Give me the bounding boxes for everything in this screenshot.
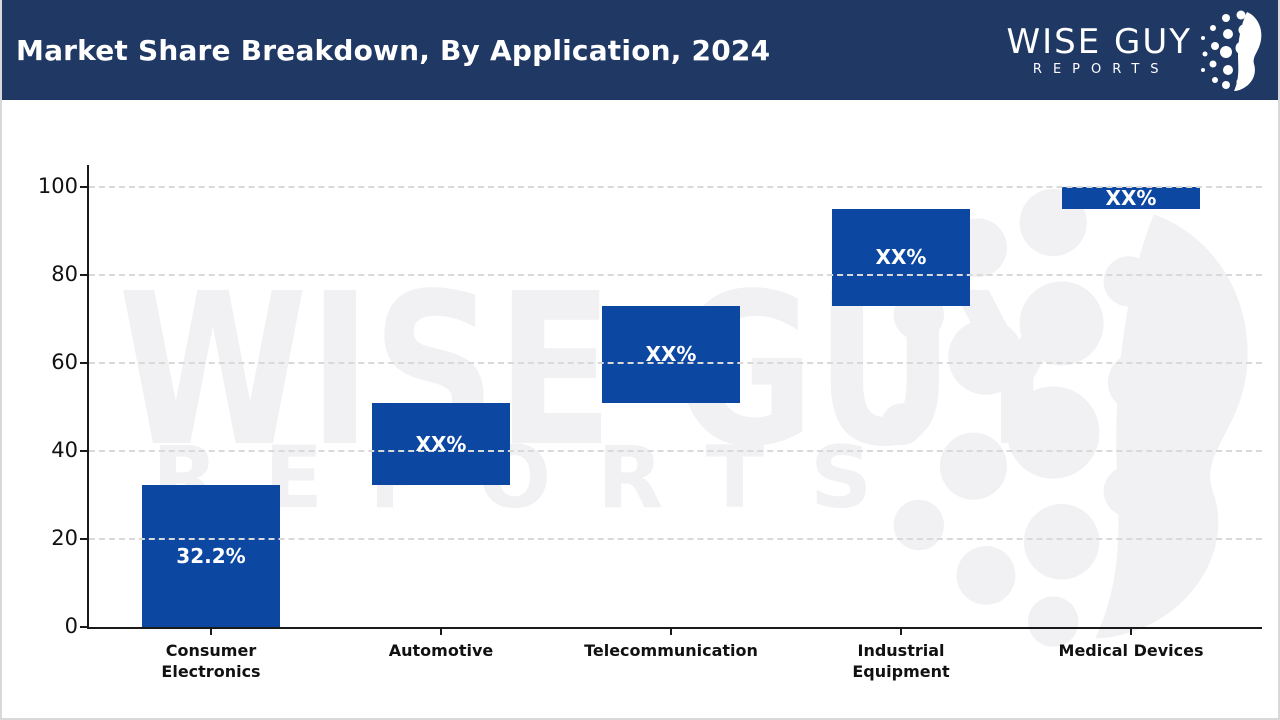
x-category-label: Industrial Equipment bbox=[852, 641, 950, 681]
bar bbox=[372, 402, 510, 486]
x-category-label: Automotive bbox=[388, 641, 494, 660]
y-tick-mark bbox=[80, 274, 87, 276]
y-tick-mark bbox=[80, 538, 87, 540]
page-title: Market Share Breakdown, By Application, … bbox=[16, 33, 771, 67]
x-axis bbox=[87, 627, 1262, 629]
x-tick-mark bbox=[1130, 629, 1132, 635]
grid-line bbox=[89, 274, 1262, 276]
dotted-head-profile-icon bbox=[1201, 10, 1262, 91]
x-tick-mark bbox=[670, 629, 672, 635]
grid-line bbox=[89, 450, 1262, 452]
y-tick-label: 0 bbox=[64, 614, 78, 638]
header-bar: Market Share Breakdown, By Application, … bbox=[0, 0, 1280, 100]
y-tick-mark bbox=[80, 626, 87, 628]
y-tick-label: 100 bbox=[37, 174, 78, 198]
y-tick-label: 60 bbox=[51, 350, 78, 374]
y-tick-label: 20 bbox=[51, 526, 78, 550]
x-tick-mark bbox=[440, 629, 442, 635]
x-tick-mark bbox=[210, 629, 212, 635]
y-tick-mark bbox=[80, 362, 87, 364]
brand-logo-line2: REPORTS bbox=[1032, 61, 1170, 77]
bar bbox=[142, 485, 280, 627]
bar bbox=[602, 305, 740, 403]
bar bbox=[1062, 187, 1200, 209]
bar bbox=[832, 209, 970, 306]
x-category-label: Telecommunication bbox=[584, 641, 758, 660]
grid-line bbox=[89, 186, 1262, 188]
grid-line bbox=[89, 538, 1262, 540]
x-category-label: Medical Devices bbox=[1058, 641, 1204, 660]
y-tick-mark bbox=[80, 450, 87, 452]
y-tick-mark bbox=[80, 186, 87, 188]
y-tick-label: 80 bbox=[51, 262, 78, 286]
x-tick-mark bbox=[900, 629, 902, 635]
y-tick-label: 40 bbox=[51, 438, 78, 462]
x-category-label: Consumer Electronics bbox=[161, 641, 261, 681]
brand-logo: WISE GUY REPORTS bbox=[1006, 8, 1264, 92]
brand-logo-line1: WISE GUY bbox=[1006, 21, 1192, 62]
y-axis bbox=[87, 165, 89, 629]
brand-logo-text: WISE GUY REPORTS bbox=[1006, 25, 1192, 76]
grid-line bbox=[89, 362, 1262, 364]
